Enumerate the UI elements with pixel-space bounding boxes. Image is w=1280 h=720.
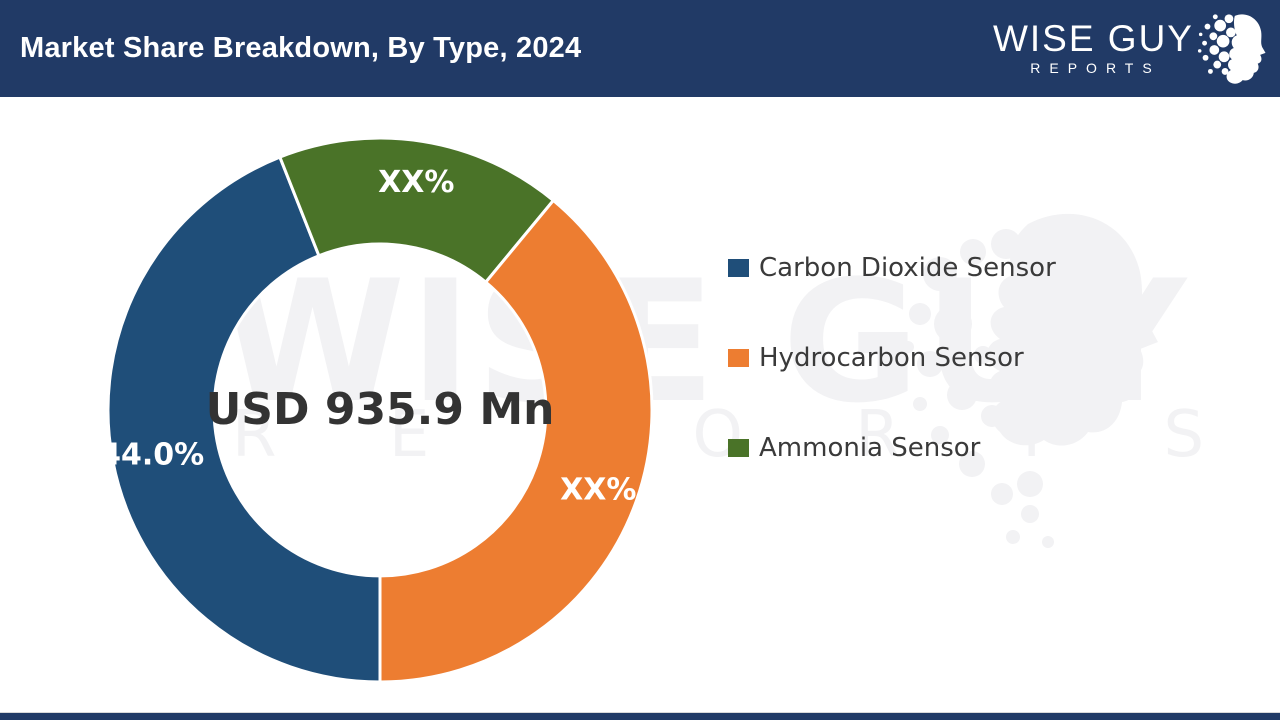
legend-item-carbon-dioxide-sensor[interactable]: Carbon Dioxide Sensor: [728, 253, 1056, 283]
slice-percentage-label: XX%: [560, 473, 636, 508]
legend-label: Hydrocarbon Sensor: [759, 343, 1024, 373]
legend-swatch-hydrocarbon: [728, 349, 749, 367]
legend-item-ammonia-sensor[interactable]: Ammonia Sensor: [728, 433, 1056, 463]
page-title: Market Share Breakdown, By Type, 2024: [20, 32, 582, 64]
slice-percentage-label: 44.0%: [104, 437, 204, 472]
chart-center-value: USD 935.9 Mn: [205, 384, 555, 435]
logo-face-icon: [1197, 14, 1266, 84]
chart-legend: Carbon Dioxide Sensor Hydrocarbon Sensor…: [728, 253, 1056, 523]
slice-percentage-label: XX%: [378, 165, 454, 200]
watermark-face-graphic: [902, 213, 1158, 548]
donut-segment-carbon-dioxide-sensor[interactable]: [106, 155, 382, 684]
legend-item-hydrocarbon-sensor[interactable]: Hydrocarbon Sensor: [728, 343, 1056, 373]
legend-label: Ammonia Sensor: [759, 433, 981, 463]
donut-chart: 44.0% XX% XX%: [104, 136, 654, 684]
legend-label: Carbon Dioxide Sensor: [759, 253, 1056, 283]
header-bar: Market Share Breakdown, By Type, 2024 WI…: [0, 0, 1280, 97]
legend-swatch-carbon-dioxide: [728, 259, 749, 277]
logo-text: WISE GUY REPORTS: [992, 18, 1194, 76]
footer-bar: [0, 712, 1280, 720]
logo-brand-sub: REPORTS: [1030, 59, 1161, 76]
donut-segment-hydrocarbon-sensor[interactable]: [378, 198, 654, 684]
logo-brand-name: WISE GUY: [992, 18, 1194, 60]
wise-guy-logo: WISE GUY REPORTS: [993, 10, 1266, 86]
legend-swatch-ammonia: [728, 439, 749, 457]
donut-segment-ammonia-sensor[interactable]: [277, 136, 556, 285]
